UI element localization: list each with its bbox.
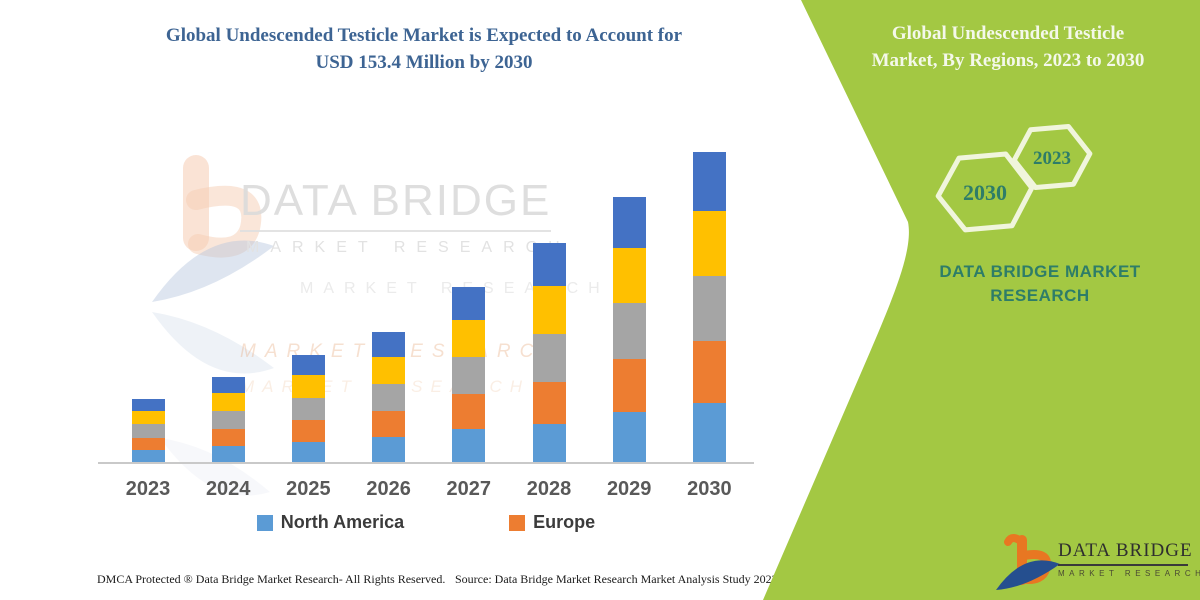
hexagon-2030-label: 2030 [963,180,1007,205]
bar-2026-segment-North America [372,437,406,462]
footer-source-text: Source: Data Bridge Market Research Mark… [455,572,778,586]
legend-item-europe: Europe [509,512,595,533]
bar-2025-segment-unlabeled-gray [291,397,325,421]
bar-2025-segment-North America [291,441,325,462]
axis-label-2028: 2028 [526,478,572,500]
bar-2030-segment-unlabeled-gray [692,276,726,342]
panel-title: Global Undescended Testicle Market, By R… [838,20,1178,74]
bar-2029-segment-Europe [612,358,646,412]
bar-2028-segment-North America [532,424,566,462]
bar-2026-segment-unlabeled-yellow [372,356,406,384]
axis-label-2024: 2024 [205,478,251,500]
bar-2029 [612,197,646,462]
bar-2024-segment-unlabeled-yellow [211,393,245,412]
chart-title: Global Undescended Testicle Market is Ex… [88,22,760,76]
bar-2028-segment-unlabeled-dark-blue [532,243,566,287]
chart-legend: North America Europe [98,512,754,533]
bar-2028-segment-unlabeled-yellow [532,286,566,334]
chart-title-line1: Global Undescended Testicle Market is Ex… [165,25,683,46]
x-axis-line [98,462,754,464]
axis-label-2027: 2027 [446,478,492,500]
bar-2025 [291,355,325,462]
bar-2024 [211,376,245,462]
logo-mark [996,534,1060,590]
axis-label-2030: 2030 [687,478,732,500]
axis-label-2029: 2029 [606,478,652,500]
hexagon-2023 [1011,123,1093,191]
panel-brand-line2: RESEARCH [990,286,1090,305]
axis-label-2026: 2026 [366,478,411,500]
bar-2029-segment-unlabeled-yellow [612,247,646,304]
bar-2025-segment-Europe [291,420,325,442]
axis-label-2023: 2023 [125,478,171,500]
bar-2030-segment-North America [692,403,726,462]
bar-2024-segment-unlabeled-dark-blue [211,376,245,394]
green-panel-shape [763,0,1200,600]
bar-2030-segment-Europe [692,341,726,404]
bar-2030 [692,151,726,462]
bar-2025-segment-unlabeled-dark-blue [291,355,325,376]
bar-2026-segment-unlabeled-dark-blue [372,332,406,357]
bar-2023-segment-unlabeled-gray [131,424,165,438]
legend-swatch [509,514,526,531]
bar-2026-segment-unlabeled-gray [372,384,406,412]
bar-2027-segment-unlabeled-dark-blue [452,286,486,321]
bar-2027 [452,286,486,462]
axis-label-2025: 2025 [286,478,331,500]
legend-swatch [256,514,273,531]
bar-2027-segment-Europe [452,393,486,429]
logo-swoosh [996,560,1060,590]
bar-2027-segment-North America [452,428,486,462]
bar-2027-segment-unlabeled-yellow [452,320,486,357]
bar-2029-segment-North America [612,411,646,462]
bar-2025-segment-unlabeled-yellow [291,375,325,398]
footer-dmca-text: DMCA Protected ® Data Bridge Market Rese… [97,572,446,586]
bar-2027-segment-unlabeled-gray [452,356,486,394]
bar-2029-segment-unlabeled-gray [612,303,646,359]
legend-item-north-america: North America [256,512,405,533]
logo-b-flag [1004,534,1026,546]
bar-2024-segment-North America [211,445,245,462]
bar-2028-segment-unlabeled-gray [532,333,566,382]
panel-title-line2: Market, By Regions, 2023 to 2030 [871,50,1145,71]
bar-2023-segment-Europe [131,437,165,451]
legend-label: Europe [533,512,596,532]
hexagon-2023-label: 2023 [1033,148,1071,169]
bar-2023-segment-unlabeled-yellow [131,410,165,425]
logo-brand-text: DATA BRIDGE [1058,540,1192,566]
logo-text-block: DATA BRIDGE MARKET RESEARCH [1058,540,1200,578]
bar-2023-segment-North America [131,450,165,462]
bar-2023 [131,398,165,462]
bar-2026 [372,332,406,462]
panel-brand-text: DATA BRIDGE MARKET RESEARCH [905,260,1175,308]
chart-title-line2: USD 153.4 Million by 2030 [315,52,533,73]
hexagon-2030 [935,151,1035,233]
logo-sub-text: MARKET RESEARCH [1058,569,1200,578]
bar-2026-segment-Europe [372,411,406,438]
bar-2028 [532,243,566,462]
bar-2029-segment-unlabeled-dark-blue [612,197,646,248]
panel-brand-line1: DATA BRIDGE MARKET [939,262,1141,281]
bar-chart: 2023 2024 2025 2026 2027 2028 2029 2030 [98,151,754,500]
bar-2030-segment-unlabeled-dark-blue [692,151,726,211]
bar-2023-segment-unlabeled-dark-blue [131,398,165,411]
bar-2030-segment-unlabeled-yellow [692,210,726,277]
panel-title-line1: Global Undescended Testicle [891,23,1125,44]
bar-2028-segment-Europe [532,381,566,424]
bar-2024-segment-Europe [211,428,245,446]
legend-label: North America [280,512,405,532]
bar-2024-segment-unlabeled-gray [211,411,245,429]
